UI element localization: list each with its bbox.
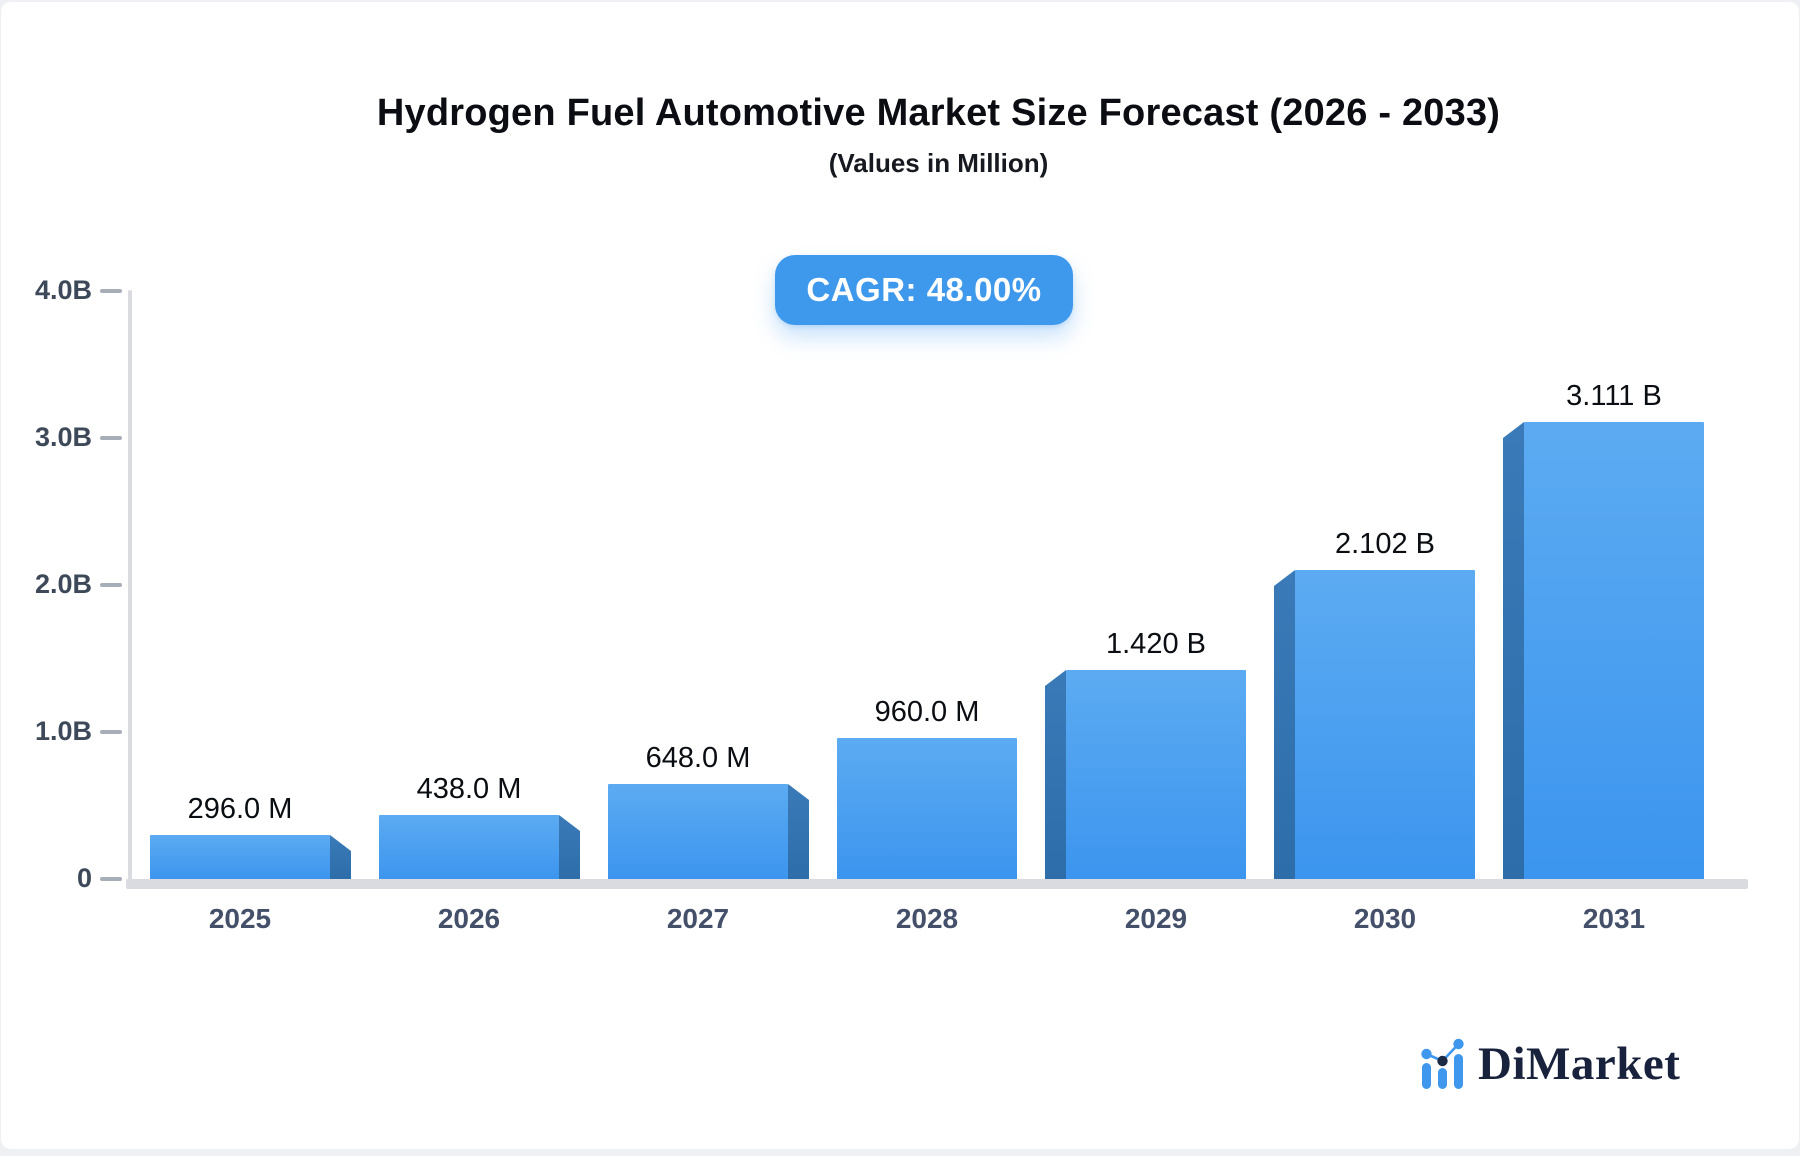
bar-side-2029 xyxy=(1045,670,1066,879)
y-tick-mark xyxy=(100,436,122,440)
cagr-badge: CAGR: 48.00% xyxy=(775,255,1073,325)
bar-side-2027 xyxy=(788,784,809,879)
x-tick-label-2027: 2027 xyxy=(666,903,730,934)
chart-title: Hydrogen Fuel Automotive Market Size For… xyxy=(376,92,1501,134)
y-tick-mark xyxy=(100,289,122,293)
x-tick-label-2030: 2030 xyxy=(1353,903,1417,934)
y-tick-mark xyxy=(100,877,122,881)
y-tick-mark xyxy=(100,730,122,734)
bar-value-label-2029: 1.420 B xyxy=(1106,628,1206,660)
y-tick-label: 2.0B xyxy=(34,569,92,599)
bar-value-label-2031: 3.111 B xyxy=(1566,380,1662,412)
chart-subtitle: (Values in Million) xyxy=(828,148,1049,178)
bar-value-label-2025: 296.0 M xyxy=(187,793,293,825)
bar-value-label-2026: 438.0 M xyxy=(416,773,522,805)
y-tick-label: 4.0B xyxy=(34,275,92,305)
bar-2031 xyxy=(1524,422,1704,879)
brand-name: DiMarket xyxy=(1478,1038,1681,1090)
y-tick-label: 1.0B xyxy=(34,716,92,746)
bar-value-label-2028: 960.0 M xyxy=(874,696,980,728)
bar-side-2026 xyxy=(559,815,580,879)
x-tick-label-2025: 2025 xyxy=(208,903,272,934)
bar-side-2030 xyxy=(1274,570,1295,879)
y-tick-label: 0 xyxy=(76,863,92,893)
bar-2028 xyxy=(837,738,1017,879)
bar-side-2025 xyxy=(330,835,351,879)
x-tick-label-2028: 2028 xyxy=(895,903,959,934)
x-tick-label-2029: 2029 xyxy=(1124,903,1188,934)
x-tick-label-2031: 2031 xyxy=(1582,903,1646,934)
bar-2027 xyxy=(608,784,788,879)
bar-value-label-2027: 648.0 M xyxy=(645,742,751,774)
bar-value-label-2030: 2.102 B xyxy=(1335,528,1435,560)
y-axis-line xyxy=(128,290,132,884)
bar-side-2031 xyxy=(1503,422,1524,879)
bar-2025 xyxy=(150,835,330,879)
y-tick-mark xyxy=(100,583,122,587)
x-tick-label-2026: 2026 xyxy=(437,903,501,934)
y-tick-label: 3.0B xyxy=(34,422,92,452)
bar-2026 xyxy=(379,815,559,879)
x-axis-baseline xyxy=(126,879,1748,889)
bar-2029 xyxy=(1066,670,1246,879)
mini-bar-chart-icon xyxy=(1421,1038,1464,1089)
brand-logo: DiMarket xyxy=(1420,1033,1680,1095)
bar-2030 xyxy=(1295,570,1475,879)
